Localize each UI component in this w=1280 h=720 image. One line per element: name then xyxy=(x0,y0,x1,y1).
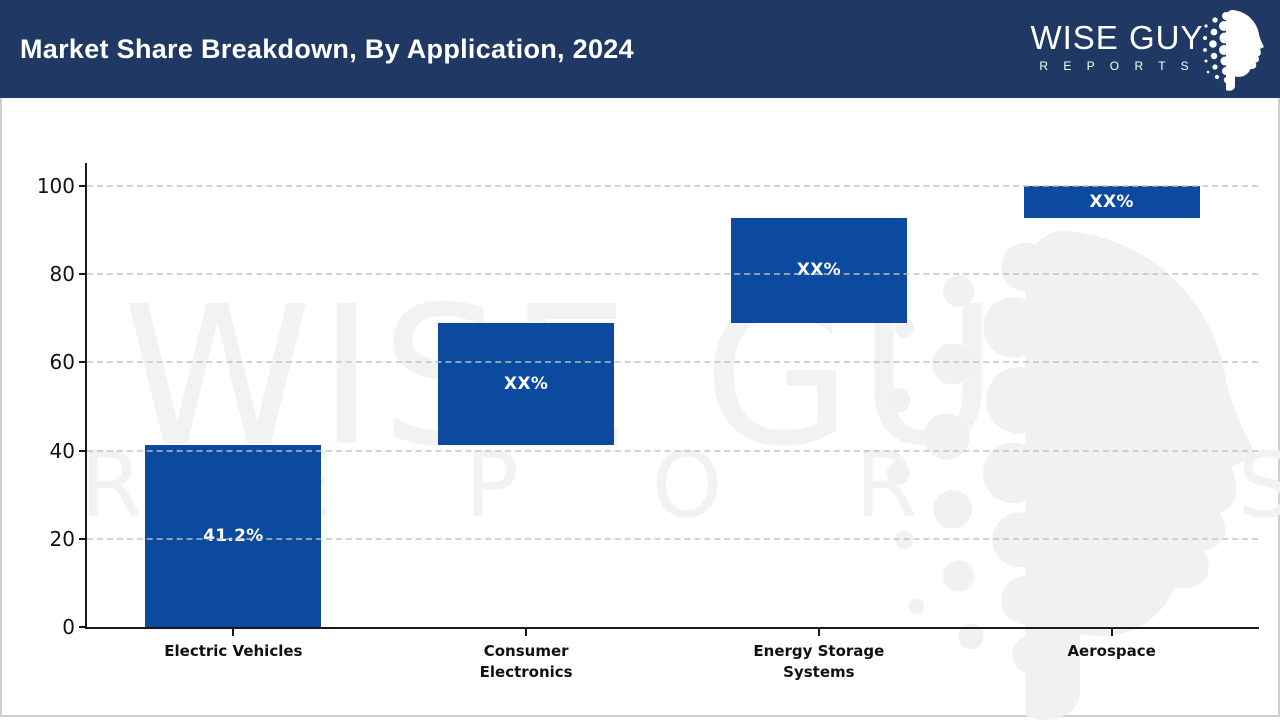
bar-2: XX% xyxy=(438,323,615,446)
logo-wordmark: WISE GUY xyxy=(1030,19,1204,56)
wise-guy-reports-logo: WISE GUY R E P O R T S xyxy=(1028,6,1268,94)
bar-value-label-2: XX% xyxy=(504,374,549,395)
bar-3: XX% xyxy=(730,217,907,324)
logo-subtext: R E P O R T S xyxy=(1039,59,1195,73)
bar-value-label-1: 41.2% xyxy=(203,526,264,547)
head-profile-icon xyxy=(1203,10,1264,91)
page-title: Market Share Breakdown, By Application, … xyxy=(20,34,634,64)
bar-value-label-4: XX% xyxy=(1089,191,1134,212)
bar-value-label-3: XX% xyxy=(796,260,841,281)
logo-text: WISE GUY R E P O R T S xyxy=(1028,19,1206,74)
bar-1: 41.2% xyxy=(145,445,322,627)
header-banner: Market Share Breakdown, By Application, … xyxy=(0,0,1280,98)
bar-4: XX% xyxy=(1023,186,1200,218)
